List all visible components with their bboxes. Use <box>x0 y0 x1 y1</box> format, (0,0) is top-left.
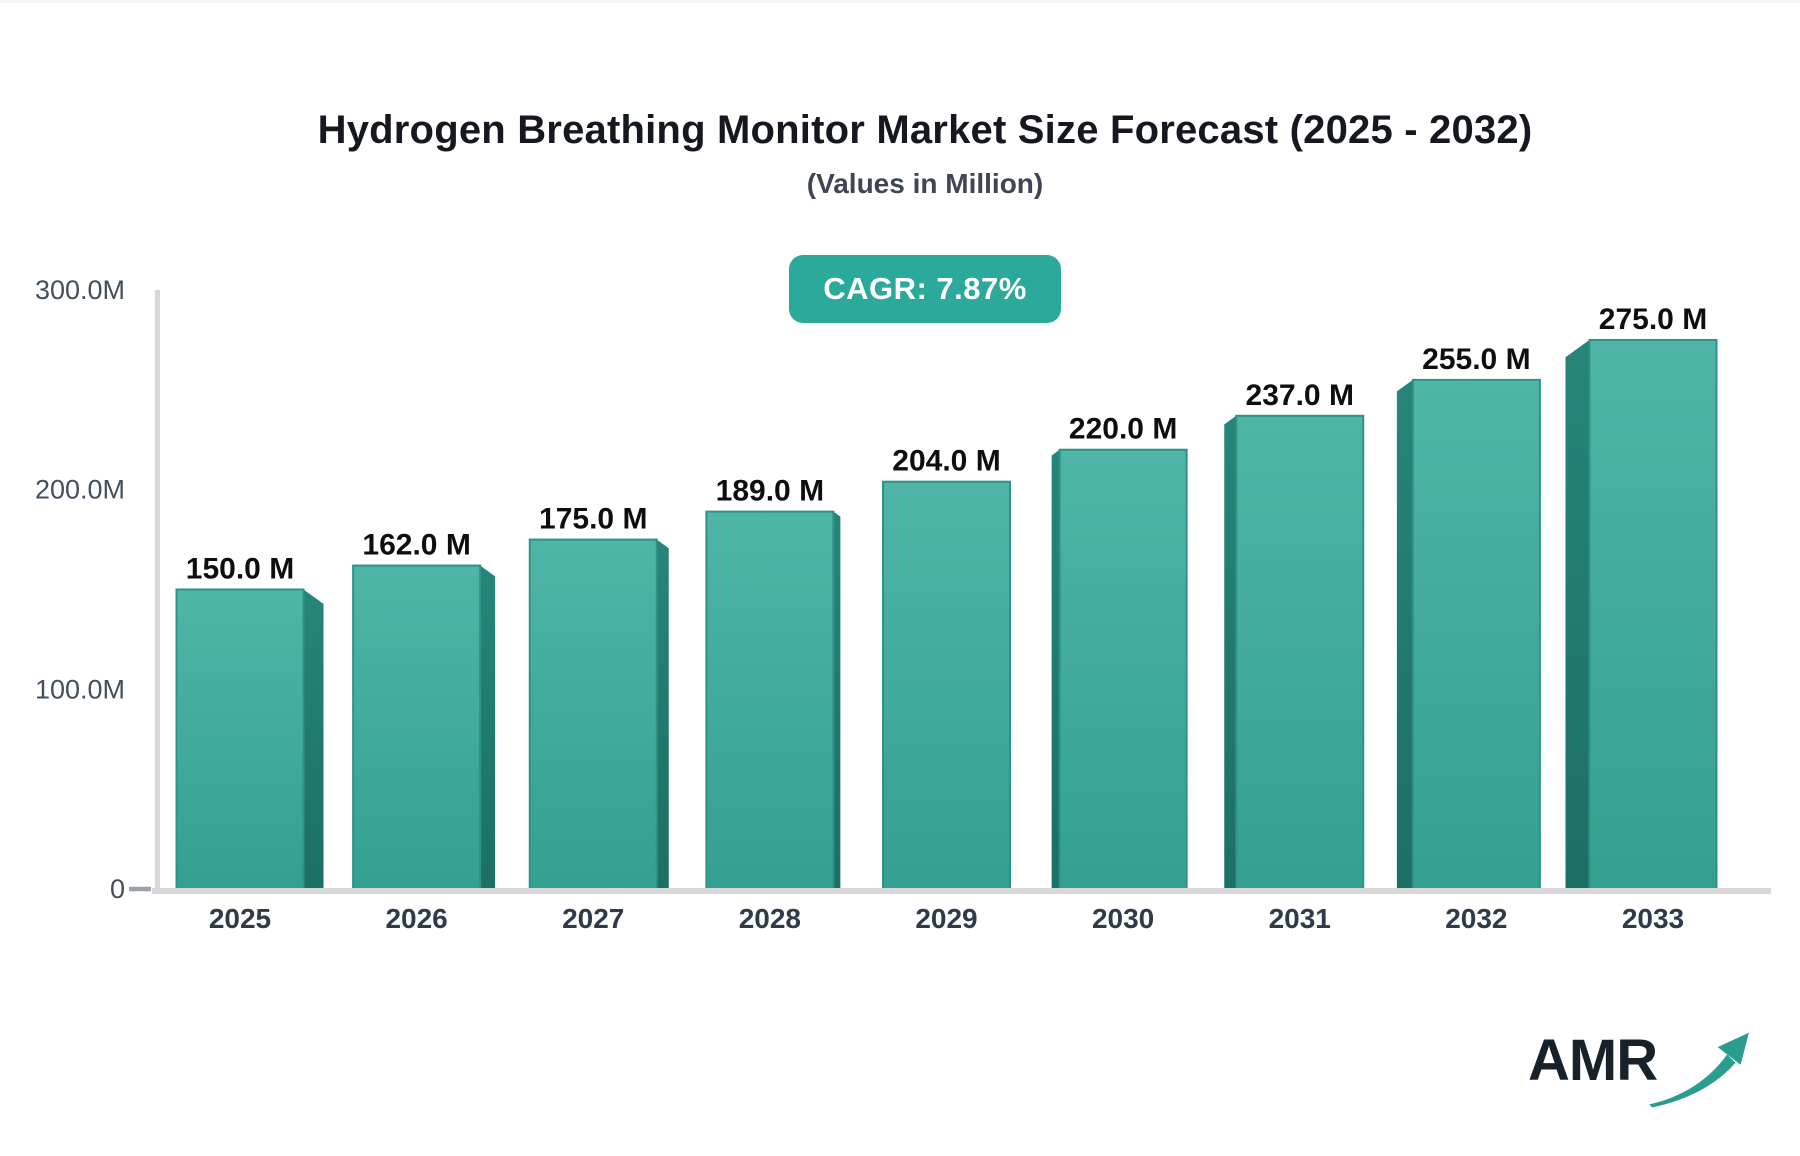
bar-side-face <box>480 565 496 889</box>
bar-2032 <box>1411 378 1541 890</box>
chart-subtitle: (Values in Million) <box>806 168 1044 199</box>
bar-side-face <box>1224 415 1237 889</box>
bar-2027 <box>528 538 658 890</box>
y-tick-label: 300.0M <box>35 275 125 305</box>
bar-value-label: 150.0 M <box>186 553 294 586</box>
y-tick-label: 0 <box>110 874 125 904</box>
x-tick-label: 2033 <box>1622 903 1684 934</box>
bar-2028 <box>705 510 835 890</box>
bar-side-face <box>1565 339 1590 890</box>
bar-side-face <box>656 539 669 889</box>
bar-value-label: 220.0 M <box>1069 413 1177 446</box>
growth-arrow-icon <box>1649 1032 1750 1108</box>
bar-value-label: 162.0 M <box>362 529 470 562</box>
bar-value-label: 255.0 M <box>1422 343 1530 376</box>
cagr-badge-label: CAGR: 7.87% <box>823 271 1027 306</box>
y-tick-label: 200.0M <box>35 475 125 505</box>
x-tick-label: 2027 <box>562 903 624 934</box>
bar-2029 <box>882 480 1011 890</box>
bar-side-face <box>1396 379 1413 889</box>
bar-value-label: 204.0 M <box>892 445 1000 478</box>
bar-2025 <box>175 588 305 890</box>
y-tick-label: 100.0M <box>35 674 125 704</box>
bar-2033 <box>1588 338 1718 890</box>
brand-logo-text: AMR <box>1528 1028 1658 1093</box>
bar-value-label: 237.0 M <box>1246 379 1354 412</box>
cagr-badge: CAGR: 7.87% <box>789 255 1061 323</box>
bar-side-face <box>303 589 324 889</box>
x-tick-label: 2031 <box>1269 903 1331 934</box>
x-tick-label: 2026 <box>385 903 447 934</box>
bar-2030 <box>1058 448 1188 890</box>
bar-2026 <box>352 564 482 890</box>
x-tick-label: 2025 <box>209 903 271 934</box>
bar-value-label: 275.0 M <box>1599 303 1707 336</box>
chart-title: Hydrogen Breathing Monitor Market Size F… <box>317 108 1533 152</box>
page-top-border <box>0 0 1800 3</box>
bar-side-face <box>1051 449 1060 889</box>
x-tick-label: 2032 <box>1445 903 1507 934</box>
bar-value-label: 189.0 M <box>716 475 824 508</box>
bar-value-label: 175.0 M <box>539 503 647 536</box>
bar-side-face <box>833 511 841 889</box>
x-tick-label: 2028 <box>739 903 801 934</box>
brand-logo: AMR <box>1528 1032 1751 1108</box>
x-tick-label: 2030 <box>1092 903 1154 934</box>
x-tick-label: 2029 <box>915 903 977 934</box>
bar-2031 <box>1235 414 1365 890</box>
chart-canvas: Hydrogen Breathing Monitor Market Size F… <box>25 0 1800 1156</box>
bar-chart: 0 100.0M 200.0M 300.0M 150.0 M 2025 162.0 M 202… <box>35 275 1771 934</box>
